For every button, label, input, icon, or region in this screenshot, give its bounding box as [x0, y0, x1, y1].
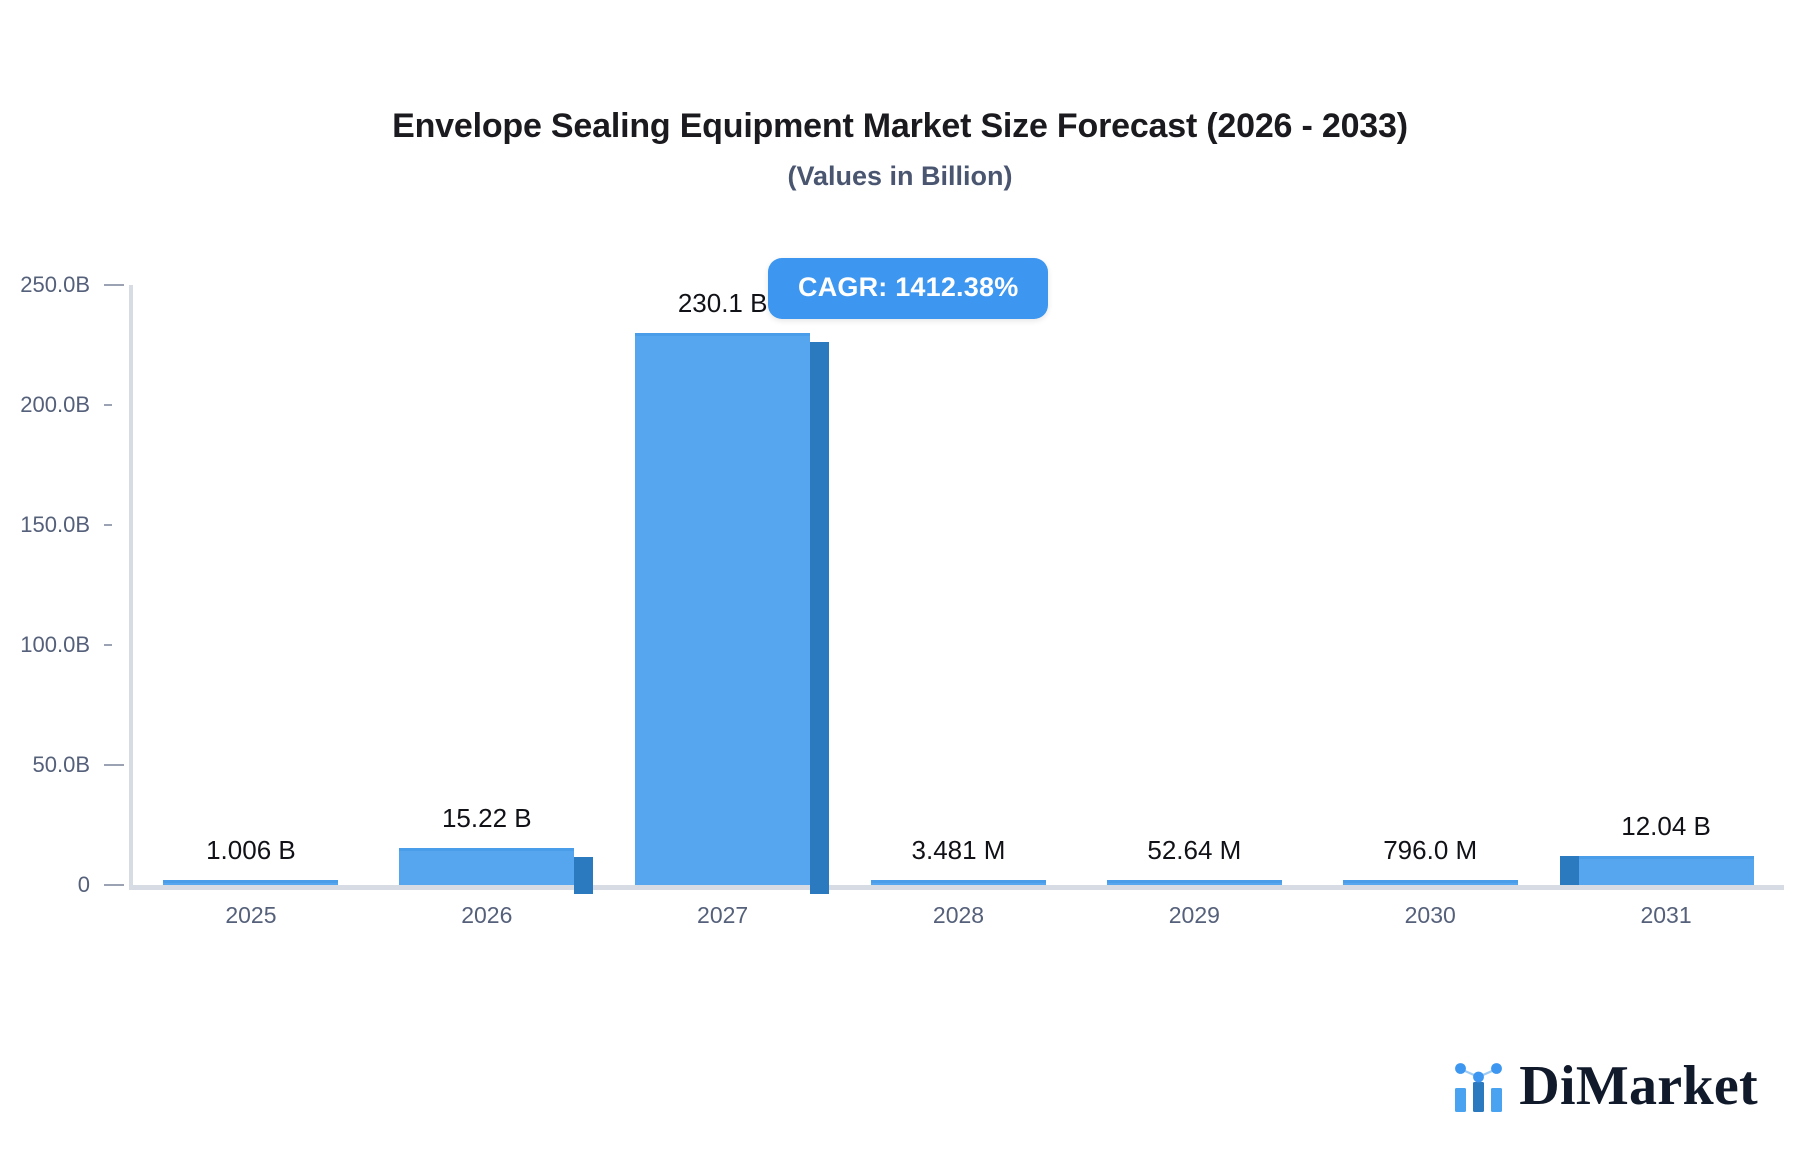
bar-body[interactable] [1106, 880, 1282, 885]
bar-top-edge [1578, 856, 1754, 860]
bar-value-label: 1.006 B [206, 835, 296, 865]
y-axis-tick-label: 250.0B [20, 272, 90, 297]
bar-front-face [1578, 856, 1754, 885]
y-axis-tick-label: 200.0B [20, 392, 90, 417]
bars-layer: 1.006 B 15.22 B 230.1 B 3.481 M 52.64 M 796.0… [133, 285, 1784, 894]
bar-side-face [574, 857, 594, 894]
x-axis-label-2028: 2028 [932, 902, 985, 928]
logo-wordmark: DiMarket [1519, 1055, 1758, 1117]
bar-top-edge [399, 848, 575, 852]
bar-body[interactable] [635, 332, 830, 894]
y-axis-tick-mark [104, 644, 112, 646]
y-axis-tick-mark [104, 404, 112, 406]
y-axis-line [129, 285, 133, 889]
bar-2029[interactable]: 52.64 M [1106, 285, 1282, 885]
cagr-badge: CAGR: 1412.38% [768, 258, 1049, 319]
bar-body[interactable] [871, 880, 1046, 885]
bar-value-label: 230.1 B [677, 287, 768, 318]
bar-2030[interactable]: 796.0 M [1342, 285, 1518, 885]
bar-2031[interactable]: 12.04 B [1559, 285, 1754, 885]
dimarket-logo: DiMarket [1451, 1058, 1758, 1114]
bar-value-label: 52.64 M [1147, 835, 1242, 865]
bar-front-face [635, 332, 811, 885]
bar-top-edge [1106, 880, 1282, 883]
bar-front-face [163, 880, 339, 885]
y-axis-tick-label: 0 [77, 872, 90, 897]
bar-2027[interactable]: 230.1 B [635, 285, 830, 894]
bar-side-face [810, 341, 830, 894]
y-axis: 0 50.0B 100.0B 150.0B 200.0B 250.0B [0, 0, 128, 1156]
y-axis-tick-mark [104, 524, 112, 526]
x-axis-label-2029: 2029 [1168, 902, 1220, 928]
bar-front-face [871, 880, 1046, 885]
bar-2026[interactable]: 15.22 B [399, 285, 594, 894]
bar-top-edge [1342, 880, 1518, 883]
x-axis-label-2026: 2026 [461, 902, 513, 928]
bar-body[interactable] [1342, 880, 1518, 885]
bar-side-face [1559, 856, 1579, 885]
bar-2025[interactable]: 1.006 B [163, 285, 339, 885]
bar-body[interactable] [1559, 856, 1754, 885]
bar-body[interactable] [399, 848, 594, 894]
bar-front-face [1106, 880, 1282, 885]
x-axis-label-2027: 2027 [697, 902, 749, 928]
chart-title: Envelope Sealing Equipment Market Size F… [392, 107, 1408, 145]
x-axis-label-2031: 2031 [1640, 902, 1692, 928]
y-axis-tick-mark [104, 764, 124, 766]
bar-value-label: 3.481 M [911, 835, 1006, 865]
chart-header: Envelope Sealing Equipment Market Size F… [0, 105, 1800, 192]
bar-value-label: 15.22 B [441, 803, 532, 834]
bar-2028[interactable]: 3.481 M [871, 285, 1046, 885]
x-axis-label-2030: 2030 [1404, 902, 1456, 928]
bar-body[interactable] [163, 880, 339, 885]
bar-value-label: 12.04 B [1621, 811, 1711, 842]
y-axis-tick-label: 50.0B [32, 752, 91, 777]
x-axis-label-2025: 2025 [225, 902, 277, 928]
y-axis-tick-label: 100.0B [20, 632, 90, 657]
y-axis-tick-mark [104, 884, 124, 886]
y-axis-tick-label: 150.0B [20, 512, 90, 537]
bar-chart-logo-icon [1455, 1063, 1503, 1112]
x-axis-line [129, 885, 1784, 890]
bar-value-label: 796.0 M [1383, 835, 1478, 865]
x-axis-labels: 2025 2026 2027 2028 2029 2030 2031 [133, 902, 1784, 942]
bar-top-edge [871, 880, 1046, 883]
bar-front-face [399, 848, 575, 885]
bar-front-face [1342, 880, 1518, 885]
y-axis-tick-mark [104, 284, 124, 286]
bar-top-edge [163, 880, 339, 883]
chart-subtitle: (Values in Billion) [787, 160, 1013, 191]
bar-top-edge [635, 332, 811, 336]
